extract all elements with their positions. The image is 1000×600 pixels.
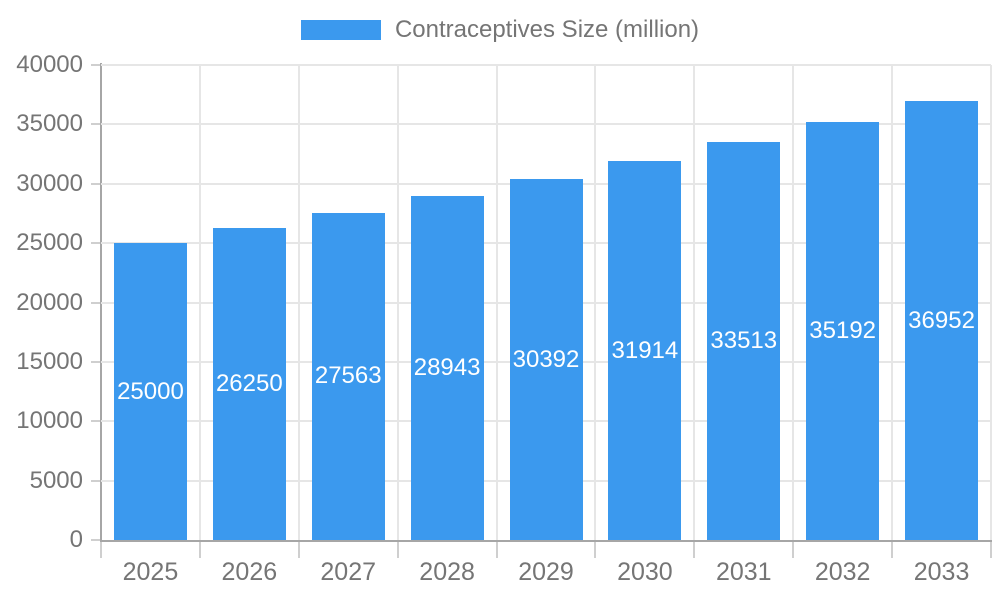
gridline-vertical [693, 65, 696, 540]
gridline-vertical [297, 65, 300, 540]
x-axis-tick-label: 2029 [518, 558, 574, 586]
y-axis-tick [91, 123, 100, 126]
y-axis-tick [91, 360, 100, 363]
y-axis-tick-label: 0 [69, 526, 83, 553]
y-axis-tick [91, 182, 100, 185]
x-axis-tick-label: 2033 [913, 558, 970, 586]
chart-legend: Contraceptives Size (million) [0, 18, 1000, 42]
gridline-vertical [594, 65, 597, 540]
gridline-vertical [198, 65, 201, 540]
x-axis-tick [594, 542, 597, 558]
y-axis-tick [91, 301, 100, 304]
y-axis-tick-label: 10000 [16, 407, 83, 435]
y-axis-tick [91, 64, 100, 66]
x-axis-tick [792, 542, 795, 558]
bar-value-label: 30392 [512, 345, 580, 373]
gridline-vertical [990, 65, 992, 540]
y-axis-tick-label: 35000 [16, 110, 83, 138]
gridline-horizontal [101, 123, 991, 126]
x-axis-tick-label: 2032 [814, 558, 871, 586]
x-axis-tick-label: 2027 [320, 558, 377, 586]
gridline-vertical [495, 65, 498, 540]
x-axis-tick [198, 542, 201, 558]
x-axis-tick-label: 2028 [419, 558, 475, 586]
gridline-vertical [891, 65, 894, 540]
bar [905, 101, 979, 540]
y-axis-tick-label: 15000 [16, 347, 83, 375]
bar-value-label: 31914 [611, 336, 679, 364]
bar [707, 142, 781, 540]
y-axis-tick [91, 420, 100, 423]
y-axis-tick-label: 25000 [16, 229, 83, 257]
bar-value-label: 28943 [413, 354, 481, 382]
x-axis-tick [495, 542, 498, 558]
x-axis-tick [891, 542, 894, 558]
gridline-vertical [396, 65, 399, 540]
y-axis-tick-label: 5000 [29, 466, 83, 494]
bar-value-label: 26250 [215, 370, 283, 398]
x-axis-tick-label: 2026 [221, 558, 278, 586]
bar-value-label: 27563 [314, 362, 382, 390]
y-axis-tick [91, 242, 100, 245]
bar [509, 179, 583, 540]
legend-label: Contraceptives Size (million) [394, 16, 700, 43]
x-axis-tick [297, 542, 300, 558]
y-axis-tick-label: 20000 [16, 288, 83, 316]
x-axis-tick-label: 2025 [122, 558, 179, 586]
x-axis-tick [396, 542, 399, 558]
bar [608, 161, 682, 540]
gridline-vertical [792, 65, 795, 540]
bar [806, 122, 880, 540]
x-axis-tick-label: 2031 [715, 558, 772, 586]
bar [410, 196, 484, 540]
bar [113, 243, 187, 540]
x-axis-tick [693, 542, 696, 558]
y-axis-tick-label: 40000 [16, 51, 83, 78]
legend-color-swatch [300, 20, 381, 40]
bar-value-label: 25000 [117, 377, 184, 405]
x-axis-line [100, 540, 992, 542]
y-axis-tick [91, 539, 100, 541]
x-axis-tick [990, 542, 992, 558]
y-axis-tick [91, 479, 100, 482]
bar [212, 228, 286, 540]
gridline-horizontal [101, 64, 991, 66]
bar [311, 212, 385, 540]
y-axis-tick-label: 30000 [16, 169, 83, 197]
bar-value-label: 35192 [809, 317, 877, 345]
bar-value-label: 33513 [710, 327, 778, 355]
x-axis-tick-label: 2030 [617, 558, 673, 586]
x-axis-tick [100, 542, 102, 558]
bar-value-label: 36952 [908, 306, 975, 334]
